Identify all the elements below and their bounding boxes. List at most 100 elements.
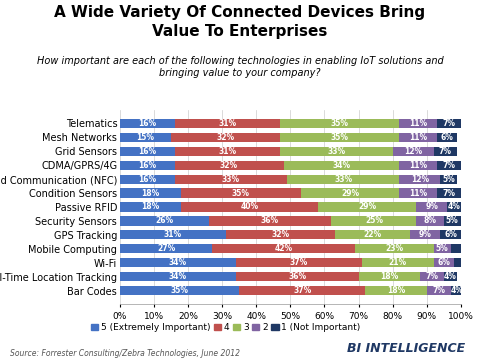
Text: 21%: 21% [389,258,407,267]
Bar [399,189,437,198]
Text: 33%: 33% [222,175,240,184]
Text: 40%: 40% [240,202,259,211]
Bar [420,272,444,282]
Bar [120,132,171,142]
Text: 29%: 29% [358,202,376,211]
Text: 18%: 18% [380,273,398,282]
Bar [175,147,280,156]
Text: 35%: 35% [331,119,349,128]
Bar [437,119,461,128]
Bar [280,119,399,128]
Text: 34%: 34% [169,273,187,282]
Text: How important are each of the following technologies in enabling IoT solutions a: How important are each of the following … [36,56,444,78]
Bar [409,230,440,239]
Bar [355,244,433,253]
Text: 7%: 7% [432,286,445,295]
Bar [120,175,175,184]
Bar [120,258,236,267]
Bar [209,216,331,225]
Text: 16%: 16% [138,175,156,184]
Text: 7%: 7% [443,161,456,170]
Text: 33%: 33% [327,147,346,156]
Bar [444,272,457,282]
Bar [120,161,175,170]
Bar [437,189,461,198]
Text: 16%: 16% [138,119,156,128]
Text: 27%: 27% [157,244,175,253]
Text: 23%: 23% [385,244,403,253]
Text: 35%: 35% [331,132,349,141]
Bar [175,161,284,170]
Bar [444,216,461,225]
Text: BI INTELLIGENCE: BI INTELLIGENCE [348,342,466,355]
Text: 8%: 8% [424,216,437,225]
Bar [120,189,181,198]
Text: 12%: 12% [404,147,422,156]
Bar [120,244,212,253]
Bar [437,161,461,170]
Text: 35%: 35% [171,286,189,295]
Bar [417,202,447,212]
Bar [399,161,437,170]
Bar [284,161,399,170]
Text: 7%: 7% [439,147,452,156]
Text: 34%: 34% [333,161,350,170]
Text: 36%: 36% [261,216,279,225]
Bar [236,272,359,282]
Bar [120,230,226,239]
Bar [335,230,409,239]
Text: 29%: 29% [341,189,359,198]
Text: 31%: 31% [218,147,237,156]
Bar [175,175,287,184]
Bar [171,132,280,142]
Bar [239,286,365,295]
Bar [318,202,417,212]
Bar [181,189,300,198]
Bar [120,202,181,212]
Bar [331,216,417,225]
Bar [399,119,437,128]
Bar [280,132,399,142]
Bar [399,132,437,142]
Bar [236,258,362,267]
Text: 32%: 32% [216,132,235,141]
Text: 16%: 16% [138,147,156,156]
Text: 5%: 5% [446,216,459,225]
Text: 15%: 15% [136,132,155,141]
Text: 4%: 4% [451,286,464,295]
Text: 34%: 34% [169,258,187,267]
Text: 6%: 6% [441,132,454,141]
Text: 16%: 16% [138,161,156,170]
Text: 32%: 32% [271,230,289,239]
Text: 9%: 9% [425,202,438,211]
Text: 18%: 18% [142,202,160,211]
Legend: 5 (Extremely Important), 4, 3, 2, 1 (Not Important): 5 (Extremely Important), 4, 3, 2, 1 (Not… [87,319,364,336]
Bar [120,286,239,295]
Bar [175,119,280,128]
Bar [120,119,175,128]
Text: 11%: 11% [409,132,427,141]
Text: 7%: 7% [443,119,456,128]
Bar [212,244,355,253]
Text: 31%: 31% [164,230,182,239]
Text: 5%: 5% [436,244,448,253]
Bar [451,286,464,295]
Bar [440,230,461,239]
Text: 11%: 11% [409,189,427,198]
Bar [300,189,399,198]
Bar [226,230,335,239]
Text: 31%: 31% [218,119,237,128]
Text: 37%: 37% [290,258,308,267]
Text: 4%: 4% [447,202,460,211]
Bar [280,147,393,156]
Text: 11%: 11% [409,161,427,170]
Text: 7%: 7% [443,189,456,198]
Bar [120,216,209,225]
Bar [433,244,451,253]
Text: 37%: 37% [293,286,312,295]
Text: A Wide Variety Of Connected Devices Bring
Value To Enterprises: A Wide Variety Of Connected Devices Brin… [54,5,426,39]
Text: 22%: 22% [363,230,381,239]
Bar [440,175,457,184]
Bar [362,258,433,267]
Bar [393,147,433,156]
